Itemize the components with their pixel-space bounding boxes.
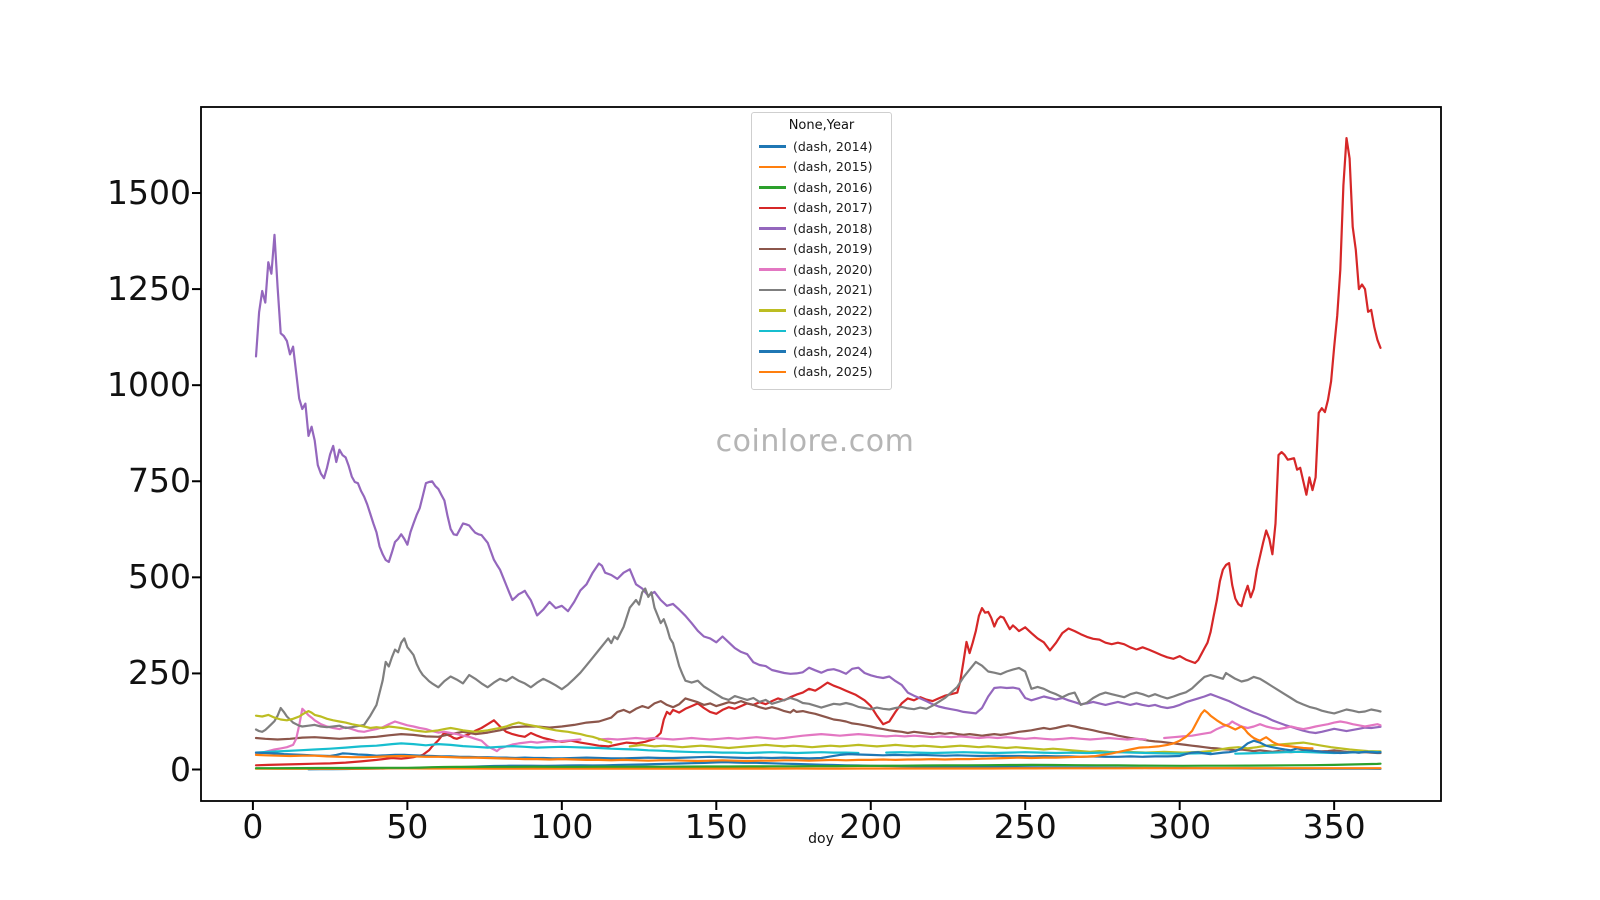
series-line-dash-2018 (254, 233, 1382, 735)
x-tick-label: 300 (1148, 807, 1212, 846)
series-line-dash-2023 (885, 751, 1212, 755)
legend: None,Year (dash, 2014) (dash, 2015) (dash,… (751, 112, 892, 390)
legend-swatch-icon (759, 329, 786, 332)
legend-swatch-icon (759, 370, 786, 373)
legend-label: (dash, 2018) (793, 220, 873, 236)
legend-label: (dash, 2014) (793, 138, 873, 154)
x-tick-label: 50 (386, 807, 429, 846)
legend-item-dash-2020: (dash, 2020) (752, 259, 891, 280)
y-tick-label: 1250 (107, 269, 191, 309)
legend-item-dash-2025: (dash, 2025) (752, 362, 891, 383)
series-line-dash-2022 (254, 709, 613, 744)
series-line-dash-2023 (254, 742, 860, 755)
y-tick-label: 500 (128, 557, 191, 597)
legend-item-dash-2016: (dash, 2016) (752, 177, 891, 198)
legend-label: (dash, 2016) (793, 179, 873, 195)
series-line-dash-2016 (254, 762, 1382, 770)
y-tick-label: 750 (128, 461, 191, 501)
legend-item-dash-2017: (dash, 2017) (752, 198, 891, 219)
x-tick-label: 150 (684, 807, 748, 846)
legend-item-dash-2019: (dash, 2019) (752, 239, 891, 260)
series-line-dash-2022 (628, 741, 1382, 754)
x-axis-title: doy (808, 831, 834, 847)
series-line-dash-2020 (597, 732, 1147, 741)
legend-item-dash-2015: (dash, 2015) (752, 157, 891, 178)
legend-swatch-icon (759, 350, 786, 353)
y-tick-label: 250 (128, 653, 191, 693)
x-tick-label: 200 (839, 807, 903, 846)
legend-swatch-icon (759, 165, 786, 168)
legend-label: (dash, 2020) (793, 261, 873, 277)
series-line-dash-2021 (254, 587, 1382, 733)
legend-swatch-icon (759, 145, 786, 148)
y-tick-label: 1500 (107, 173, 191, 213)
x-tick-label: 100 (530, 807, 594, 846)
watermark: coinlore.com (715, 424, 915, 459)
legend-swatch-icon (759, 247, 786, 250)
legend-item-dash-2022: (dash, 2022) (752, 300, 891, 321)
legend-item-dash-2021: (dash, 2021) (752, 280, 891, 301)
legend-label: (dash, 2021) (793, 282, 873, 298)
legend-swatch-icon (759, 186, 786, 189)
legend-swatch-icon (759, 206, 786, 209)
legend-label: (dash, 2017) (793, 200, 873, 216)
series-line-dash-2020 (254, 707, 582, 755)
legend-label: (dash, 2024) (793, 343, 873, 359)
legend-item-dash-2023: (dash, 2023) (752, 321, 891, 342)
legend-rows: (dash, 2014) (dash, 2015) (dash, 2016) (das… (752, 136, 891, 382)
legend-item-dash-2014: (dash, 2014) (752, 136, 891, 157)
legend-label: (dash, 2015) (793, 159, 873, 175)
x-tick-label: 0 (242, 807, 264, 846)
plot-frame (200, 106, 1442, 802)
legend-label: (dash, 2019) (793, 241, 873, 257)
legend-label: (dash, 2022) (793, 302, 873, 318)
series-line-dash-2017 (254, 137, 1382, 767)
legend-swatch-icon (759, 288, 786, 291)
legend-swatch-icon (759, 309, 786, 312)
legend-swatch-icon (759, 227, 786, 230)
legend-item-dash-2024: (dash, 2024) (752, 341, 891, 362)
legend-swatch-icon (759, 268, 786, 271)
series-line-dash-2020 (1163, 720, 1382, 740)
legend-title: None,Year (788, 118, 855, 133)
x-tick-label: 250 (993, 807, 1057, 846)
legend-label: (dash, 2023) (793, 323, 873, 339)
y-tick-label: 0 (170, 749, 191, 789)
x-tick-label: 350 (1302, 807, 1366, 846)
y-tick-label: 1000 (107, 365, 191, 405)
legend-item-dash-2018: (dash, 2018) (752, 218, 891, 239)
legend-label: (dash, 2025) (793, 364, 873, 380)
series-line-dash-2025 (254, 709, 1314, 763)
